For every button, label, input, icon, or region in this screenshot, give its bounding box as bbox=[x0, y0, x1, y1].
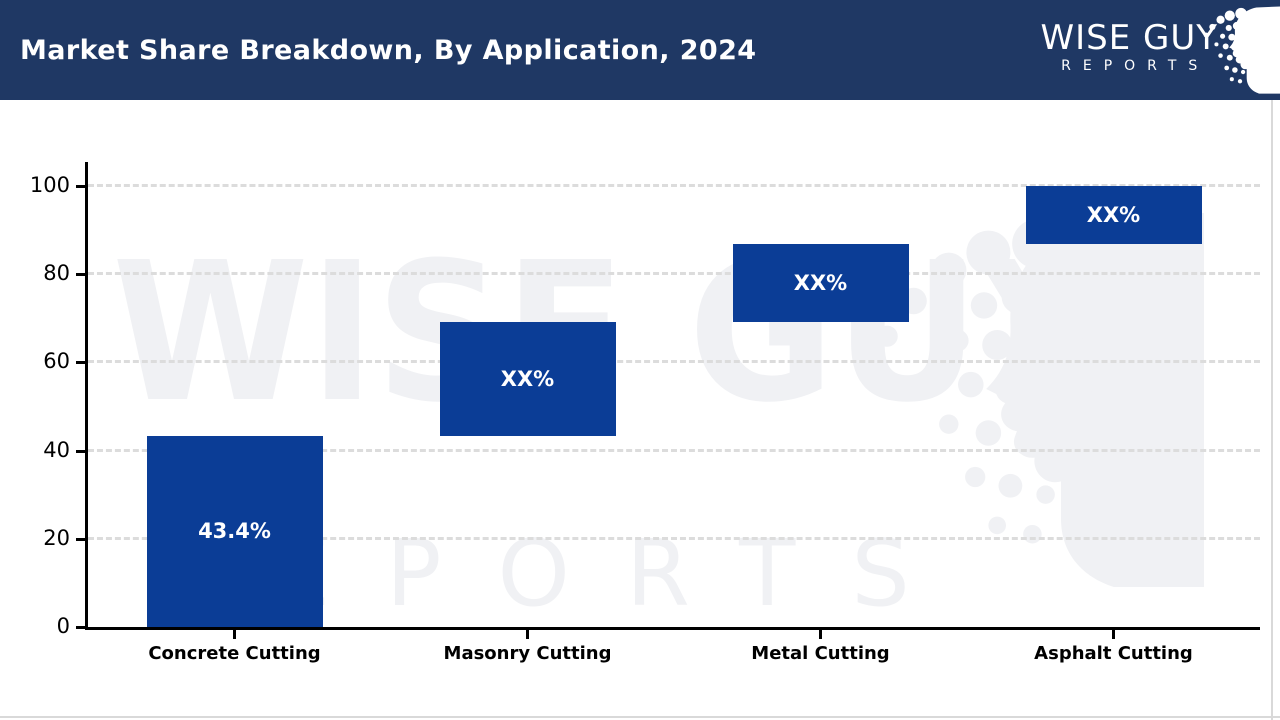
x-tick bbox=[526, 630, 529, 639]
y-tick-label: 40 bbox=[43, 437, 70, 462]
y-tick-label: 100 bbox=[29, 173, 70, 197]
chart-title: Market Share Breakdown, By Application, … bbox=[20, 34, 757, 66]
y-gridline bbox=[88, 536, 1260, 540]
wiseguy-logo: WISE GUY REPORTS bbox=[1018, 0, 1280, 100]
y-gridline bbox=[88, 184, 1260, 187]
x-tick bbox=[1112, 630, 1115, 639]
x-tick bbox=[233, 630, 236, 639]
x-category-label: Masonry Cutting bbox=[443, 643, 612, 664]
y-tick-label: 80 bbox=[43, 261, 70, 286]
y-gridline bbox=[88, 360, 1260, 364]
x-tick bbox=[819, 630, 822, 639]
bar-value-label: XX% bbox=[1086, 203, 1141, 228]
bar-segment: XX% bbox=[1025, 186, 1202, 245]
bar-segment: XX% bbox=[439, 321, 616, 436]
logo-subtitle: REPORTS bbox=[1061, 58, 1210, 75]
plot: 43.4% XX% XX% XX% 0 20 40 60 80 100 Concrete Cutti… bbox=[0, 100, 1280, 720]
header-bar: Market Share Breakdown, By Application, … bbox=[0, 0, 1280, 100]
bar-value-label: XX% bbox=[500, 366, 555, 391]
x-category-label: Asphalt Cutting bbox=[1034, 643, 1193, 664]
y-tick-label: 20 bbox=[43, 525, 70, 550]
y-tick-label: 0 bbox=[56, 614, 70, 638]
wiseguy-face-icon bbox=[1203, 6, 1280, 94]
y-axis-line bbox=[85, 162, 88, 630]
y-tick bbox=[76, 273, 86, 277]
y-gridline bbox=[88, 272, 1260, 276]
y-tick bbox=[76, 449, 86, 453]
x-category-label: Concrete Cutting bbox=[148, 643, 321, 664]
y-tick bbox=[76, 361, 86, 365]
y-tick-label: 60 bbox=[43, 349, 70, 374]
y-gridline bbox=[88, 448, 1260, 452]
bar-segment: XX% bbox=[732, 244, 909, 322]
bar-value-label: 43.4% bbox=[198, 519, 271, 544]
x-category-label: Metal Cutting bbox=[751, 643, 890, 664]
y-tick bbox=[76, 626, 86, 629]
y-tick bbox=[76, 537, 86, 541]
bar-segment: 43.4% bbox=[146, 435, 323, 627]
x-axis-line bbox=[85, 627, 1260, 630]
bar-value-label: XX% bbox=[793, 271, 848, 295]
figure-border-bottom bbox=[0, 716, 1280, 718]
y-tick bbox=[76, 185, 86, 188]
figure-border-right bbox=[1271, 100, 1273, 720]
logo-text: WISE GUY REPORTS bbox=[1040, 18, 1218, 74]
logo-wordmark: WISE GUY bbox=[1040, 18, 1218, 58]
chart-area: WISE GUY REPORTS 43.4% XX% XX% XX% 0 20 40 60 80… bbox=[0, 100, 1280, 720]
